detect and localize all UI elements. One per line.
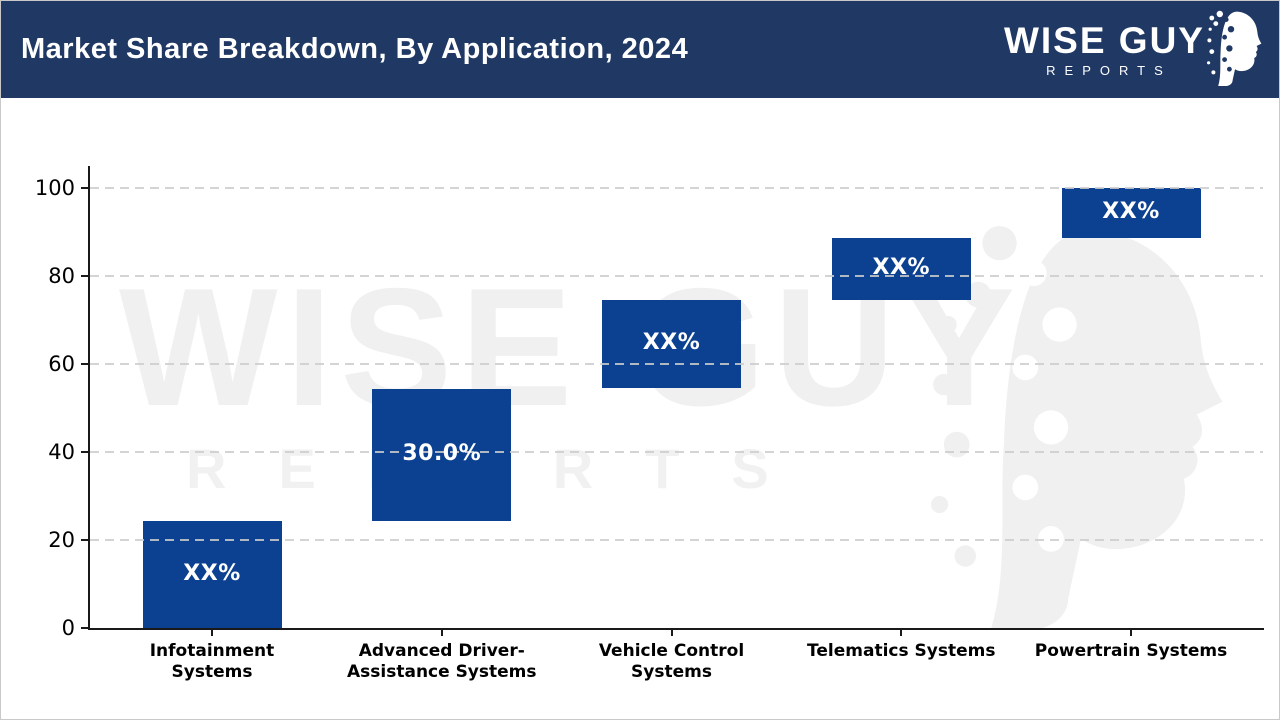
gridline bbox=[90, 363, 1263, 365]
bar-value-label: XX% bbox=[183, 560, 241, 586]
y-tick bbox=[81, 539, 89, 541]
gridline bbox=[90, 539, 1263, 541]
y-tick bbox=[81, 187, 89, 189]
x-category-label: Infotainment Systems bbox=[97, 641, 327, 683]
x-category-label: Vehicle Control Systems bbox=[557, 641, 787, 683]
x-category-label: Advanced Driver- Assistance Systems bbox=[327, 641, 557, 683]
logo-subtitle: REPORTS bbox=[1046, 62, 1172, 78]
y-tick bbox=[81, 627, 89, 629]
y-tick-label: 100 bbox=[34, 176, 75, 200]
x-category-label: Telematics Systems bbox=[786, 641, 1016, 662]
watermark-face-icon bbox=[931, 226, 1223, 629]
wiseguy-logo: WISE GUY REPORTS bbox=[1004, 8, 1263, 92]
y-tick-label: 60 bbox=[48, 352, 75, 376]
x-category-label: Powertrain Systems bbox=[1016, 641, 1246, 662]
x-category-label-line: Telematics Systems bbox=[807, 641, 996, 661]
bar-value-label: XX% bbox=[1102, 199, 1160, 225]
x-tick bbox=[440, 629, 443, 636]
bar bbox=[602, 300, 741, 389]
y-tick bbox=[81, 275, 89, 277]
x-category-label-line: Assistance Systems bbox=[347, 662, 537, 682]
bar bbox=[1061, 188, 1201, 239]
logo-face-icon bbox=[1207, 10, 1262, 86]
x-tick bbox=[211, 629, 213, 636]
bar bbox=[372, 389, 512, 522]
x-tick bbox=[1130, 629, 1132, 636]
header-bar: Market Share Breakdown, By Application, … bbox=[1, 1, 1279, 98]
y-tick bbox=[81, 451, 89, 453]
x-tick bbox=[900, 629, 903, 636]
logo-wordmark: WISE GUY bbox=[1003, 19, 1205, 61]
x-axis-spine bbox=[88, 628, 1264, 630]
y-axis-spine bbox=[88, 166, 90, 630]
logo-text: WISE GUY REPORTS bbox=[1004, 22, 1205, 78]
x-category-label-line: Infotainment bbox=[149, 641, 275, 661]
y-tick-label: 80 bbox=[48, 264, 75, 288]
gridline bbox=[90, 451, 1263, 453]
y-tick-label: 40 bbox=[48, 440, 75, 464]
x-category-label-line: Advanced Driver- bbox=[358, 641, 525, 661]
bar-value-label: XX% bbox=[872, 255, 930, 281]
page-title: Market Share Breakdown, By Application, … bbox=[21, 33, 689, 65]
y-tick bbox=[81, 363, 89, 365]
x-tick bbox=[670, 629, 673, 636]
gridline bbox=[90, 275, 1263, 277]
bar-value-label: XX% bbox=[642, 330, 701, 356]
x-category-label-line: Powertrain Systems bbox=[1034, 641, 1228, 661]
x-category-label-line: Vehicle Control bbox=[598, 641, 745, 661]
x-category-label-line: Systems bbox=[171, 662, 253, 682]
gridline bbox=[90, 187, 1263, 189]
bar bbox=[142, 521, 282, 628]
x-category-label-line: Systems bbox=[631, 662, 712, 682]
y-tick-label: 0 bbox=[61, 616, 75, 640]
y-tick-label: 20 bbox=[48, 528, 75, 552]
bar-value-label: 30.0% bbox=[402, 441, 482, 467]
